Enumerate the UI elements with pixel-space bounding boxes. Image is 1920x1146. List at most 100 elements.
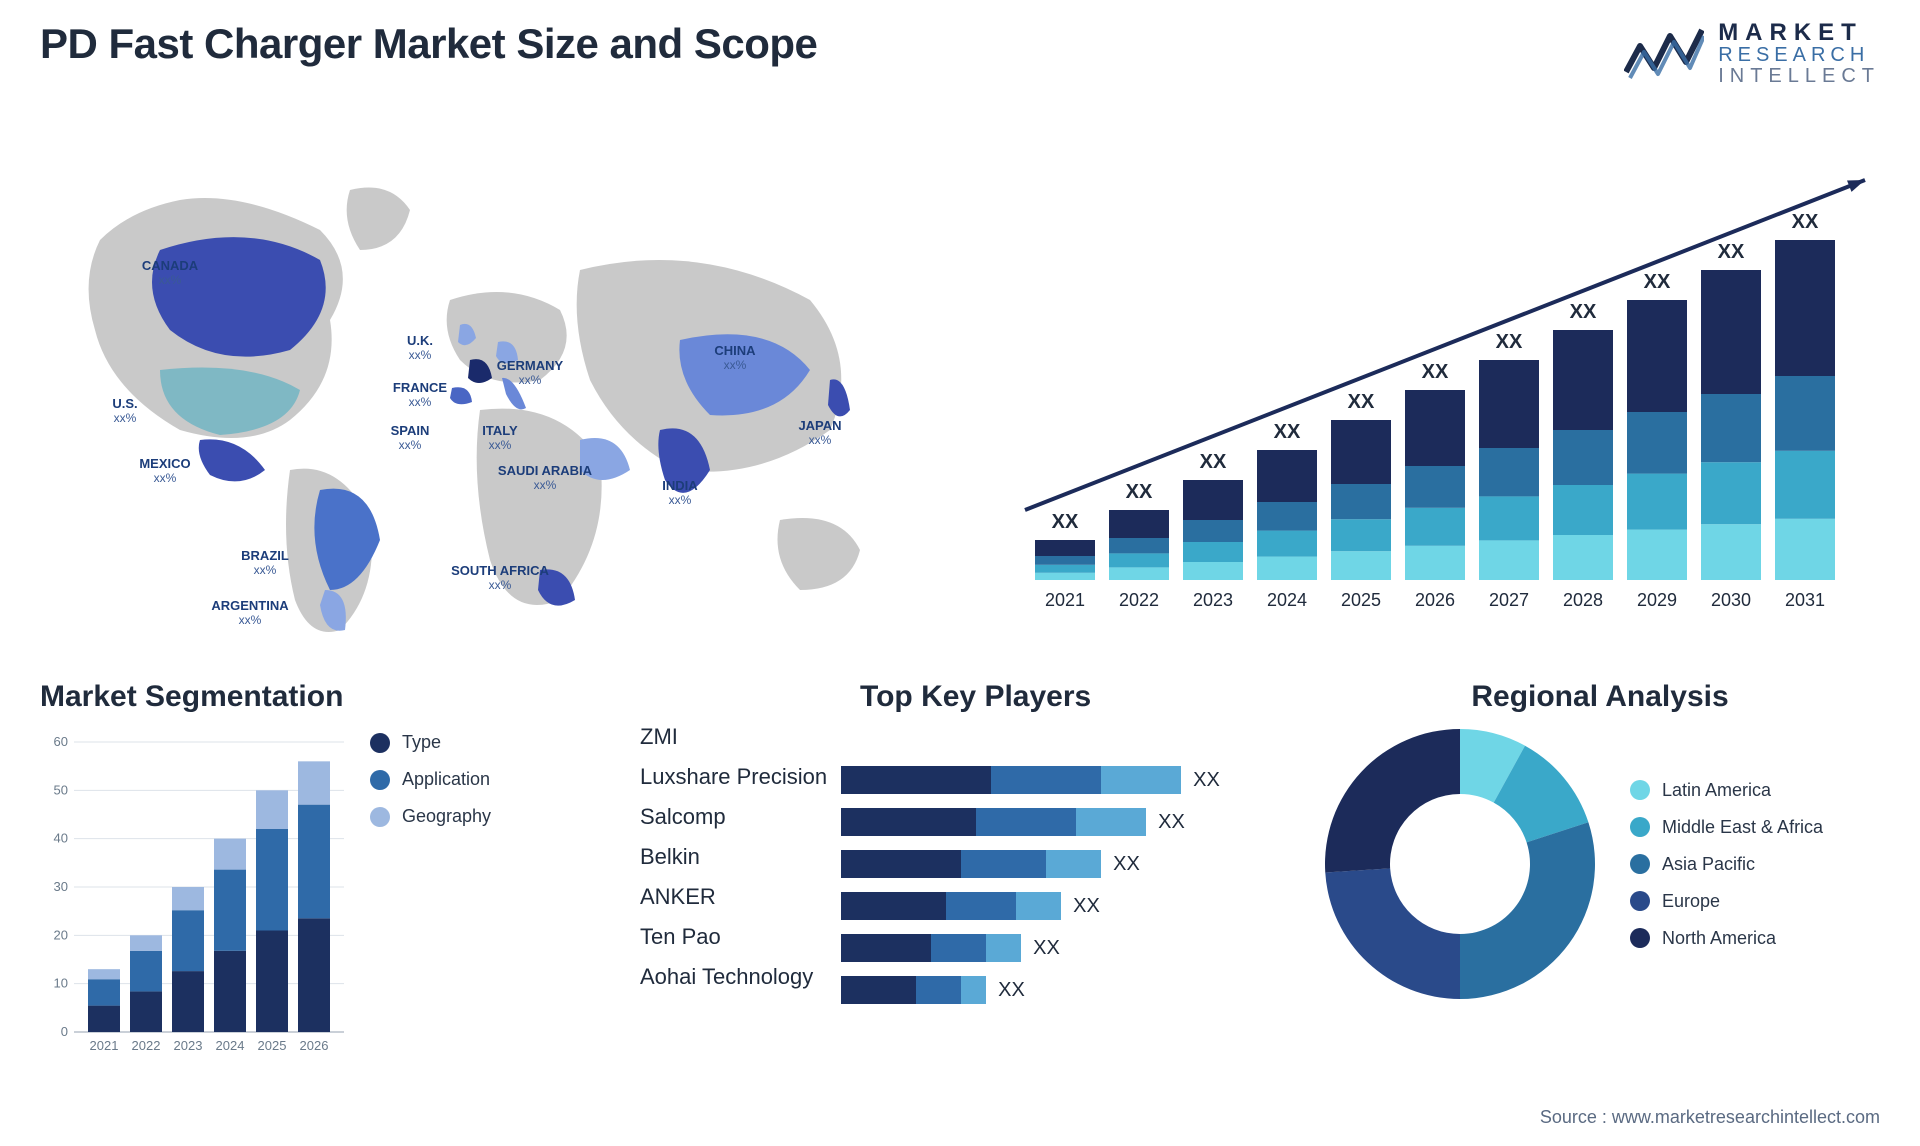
key-player-bar-seg bbox=[841, 808, 976, 836]
legend-label: Application bbox=[402, 769, 490, 790]
country-value-italy: xx% bbox=[489, 438, 512, 452]
country-value-japan: xx% bbox=[809, 433, 832, 447]
trend-arrow-head bbox=[1847, 180, 1865, 192]
country-value-france: xx% bbox=[409, 395, 432, 409]
seg-bar-seg bbox=[256, 931, 288, 1033]
country-label-uk: U.K. bbox=[407, 333, 433, 348]
key-player-row: XX bbox=[841, 976, 1280, 1004]
country-value-brazil: xx% bbox=[254, 563, 277, 577]
seg-year-label: 2025 bbox=[258, 1038, 287, 1053]
donut-slice bbox=[1325, 729, 1460, 872]
seg-legend-item: Application bbox=[370, 769, 491, 790]
growth-bar-seg bbox=[1257, 450, 1317, 502]
segmentation-panel: Market Segmentation 01020304050602021202… bbox=[40, 680, 600, 1080]
growth-bar-value: XX bbox=[1644, 271, 1671, 293]
growth-bar-seg bbox=[1035, 573, 1095, 580]
country-value-canada: xx% bbox=[159, 273, 182, 287]
seg-year-label: 2021 bbox=[90, 1038, 119, 1053]
growth-year-label: 2023 bbox=[1193, 590, 1233, 610]
growth-bar-value: XX bbox=[1126, 481, 1153, 503]
growth-bar-seg bbox=[1183, 562, 1243, 580]
seg-bar-seg bbox=[130, 991, 162, 1032]
growth-bar-seg bbox=[1405, 508, 1465, 546]
growth-bar-seg bbox=[1331, 420, 1391, 484]
seg-legend-item: Geography bbox=[370, 806, 491, 827]
key-players-panel: Top Key Players ZMILuxshare PrecisionSal… bbox=[640, 680, 1280, 1080]
key-player-bar bbox=[841, 934, 1021, 962]
country-value-uk: xx% bbox=[409, 348, 432, 362]
growth-bar-seg bbox=[1701, 524, 1761, 580]
country-label-italy: ITALY bbox=[482, 423, 518, 438]
growth-bar-value: XX bbox=[1422, 361, 1449, 383]
country-value-safrica: xx% bbox=[489, 578, 512, 592]
seg-legend-item: Type bbox=[370, 732, 491, 753]
growth-bar-seg bbox=[1257, 531, 1317, 557]
country-value-us: xx% bbox=[114, 411, 137, 425]
legend-swatch bbox=[1630, 928, 1650, 948]
growth-bar-seg bbox=[1405, 390, 1465, 466]
key-player-name: Aohai Technology bbox=[640, 964, 813, 990]
key-player-name: ZMI bbox=[640, 724, 678, 750]
legend-label: Asia Pacific bbox=[1662, 854, 1755, 875]
growth-bar-seg bbox=[1701, 394, 1761, 462]
country-label-brazil: BRAZIL bbox=[241, 548, 289, 563]
key-player-bar-seg bbox=[986, 934, 1021, 962]
growth-bar-seg bbox=[1479, 360, 1539, 448]
key-player-value: XX bbox=[998, 979, 1025, 1002]
country-label-spain: SPAIN bbox=[391, 423, 430, 438]
key-player-row: XX bbox=[841, 892, 1280, 920]
seg-year-label: 2026 bbox=[300, 1038, 329, 1053]
growth-year-label: 2028 bbox=[1563, 590, 1603, 610]
seg-year-label: 2024 bbox=[216, 1038, 245, 1053]
growth-bar-seg bbox=[1775, 240, 1835, 376]
legend-swatch bbox=[1630, 891, 1650, 911]
region-legend-item: Latin America bbox=[1630, 780, 1823, 801]
region-title: Regional Analysis bbox=[1320, 680, 1880, 714]
growth-bar-seg bbox=[1331, 484, 1391, 519]
key-player-name: Belkin bbox=[640, 844, 700, 870]
country-label-france: FRANCE bbox=[393, 380, 447, 395]
seg-bar-seg bbox=[214, 870, 246, 951]
segmentation-title: Market Segmentation bbox=[40, 680, 600, 714]
key-player-bar bbox=[841, 976, 986, 1004]
seg-bar-seg bbox=[130, 951, 162, 992]
seg-bar-seg bbox=[88, 979, 120, 1005]
legend-swatch bbox=[1630, 780, 1650, 800]
seg-ytick: 20 bbox=[54, 927, 68, 942]
world-map-panel: CANADAxx%U.S.xx%MEXICOxx%BRAZILxx%ARGENT… bbox=[40, 120, 900, 640]
segmentation-legend: Type Application Geography bbox=[370, 732, 491, 827]
key-player-bar-seg bbox=[1101, 766, 1181, 794]
seg-year-label: 2023 bbox=[174, 1038, 203, 1053]
seg-bar-seg bbox=[88, 969, 120, 979]
region-donut bbox=[1320, 724, 1600, 1004]
growth-bar-seg bbox=[1627, 474, 1687, 530]
growth-year-label: 2030 bbox=[1711, 590, 1751, 610]
growth-bar-value: XX bbox=[1052, 511, 1079, 533]
country-spain bbox=[450, 387, 472, 404]
key-player-bar bbox=[841, 766, 1181, 794]
key-player-bar-seg bbox=[976, 808, 1076, 836]
growth-bar-seg bbox=[1109, 567, 1169, 580]
seg-ytick: 50 bbox=[54, 782, 68, 797]
page-title: PD Fast Charger Market Size and Scope bbox=[40, 20, 817, 68]
growth-bar-seg bbox=[1109, 553, 1169, 567]
key-player-bar-seg bbox=[841, 934, 931, 962]
legend-label: Europe bbox=[1662, 891, 1720, 912]
key-player-name: ANKER bbox=[640, 884, 716, 910]
country-value-china: xx% bbox=[724, 358, 747, 372]
key-player-value: XX bbox=[1158, 811, 1185, 834]
growth-bar-seg bbox=[1183, 520, 1243, 542]
seg-bar-seg bbox=[88, 1006, 120, 1032]
key-player-bar-seg bbox=[991, 766, 1101, 794]
key-players-title: Top Key Players bbox=[860, 680, 1280, 714]
growth-bar-seg bbox=[1183, 480, 1243, 520]
key-player-row: XX bbox=[841, 766, 1280, 794]
seg-bar-seg bbox=[130, 935, 162, 950]
growth-bar-seg bbox=[1701, 462, 1761, 524]
key-player-name: Salcomp bbox=[640, 804, 726, 830]
key-player-row: XX bbox=[841, 850, 1280, 878]
region-legend-item: Middle East & Africa bbox=[1630, 817, 1823, 838]
seg-bar-seg bbox=[172, 910, 204, 971]
seg-bar-seg bbox=[256, 829, 288, 931]
country-label-argentina: ARGENTINA bbox=[211, 598, 289, 613]
